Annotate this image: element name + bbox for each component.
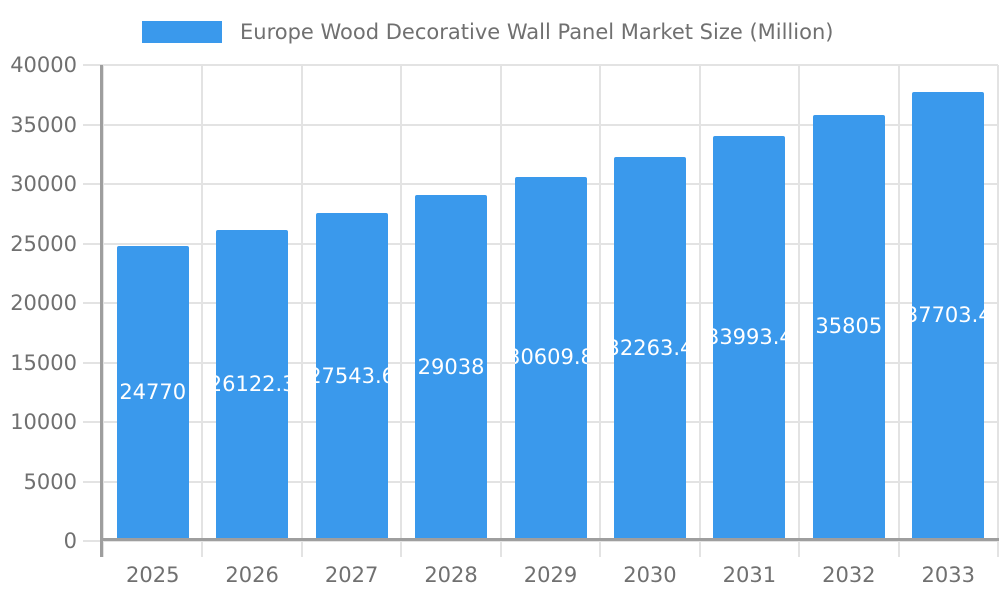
y-tick-label: 25000	[10, 231, 77, 256]
x-tick-label: 2028	[424, 563, 478, 587]
y-tick-label: 20000	[10, 291, 77, 315]
gridline-v	[798, 65, 801, 557]
gridline-v	[499, 65, 502, 557]
bar: 24770	[116, 246, 189, 538]
gridline-v	[201, 65, 204, 557]
x-tick-label: 2027	[324, 563, 379, 587]
bar: 37703.4	[912, 92, 985, 538]
gridline-v	[102, 65, 104, 557]
bar-value-label: 35805	[815, 314, 883, 339]
y-tick-label: 0	[63, 529, 77, 553]
legend-label: Europe Wood Decorative Wall Panel Market…	[240, 20, 834, 44]
bar-value-label: 24770	[119, 380, 187, 405]
gridline-h	[83, 540, 998, 542]
y-tick-label: 30000	[10, 172, 77, 196]
x-tick-label: 2026	[225, 563, 279, 587]
y-axis-line	[100, 65, 103, 557]
gridline-h	[83, 64, 998, 66]
gridline-v	[997, 65, 999, 557]
x-tick-label: 2031	[722, 563, 777, 587]
bar: 30609.8	[514, 176, 587, 538]
bar-value-label: 33993.4	[713, 325, 785, 350]
y-tick-label: 5000	[23, 469, 77, 494]
y-tick-label: 10000	[10, 410, 77, 434]
bar: 32263.4	[613, 157, 686, 538]
bar-value-label: 26122.3	[216, 372, 288, 397]
y-tick-label: 35000	[10, 112, 77, 137]
legend: Europe Wood Decorative Wall Panel Market…	[142, 21, 833, 43]
x-tick-label: 2029	[523, 563, 578, 587]
gridline-v	[300, 65, 303, 557]
bar: 29038	[415, 195, 488, 538]
bar-value-label: 30609.8	[515, 345, 587, 370]
legend-swatch	[142, 21, 222, 43]
gridline-v	[599, 65, 602, 557]
bar-value-label: 27543.6	[316, 363, 388, 388]
x-axis-line	[100, 538, 999, 541]
bar: 35805	[812, 114, 885, 538]
bar: 27543.6	[315, 213, 388, 538]
gridline-h	[83, 123, 998, 126]
bar: 26122.3	[216, 230, 289, 538]
gridline-v	[698, 65, 701, 557]
x-tick-label: 2033	[921, 563, 975, 587]
gridline-v	[897, 65, 900, 557]
bar-value-label: 29038	[417, 354, 485, 379]
y-tick-label: 40000	[10, 53, 77, 77]
bar-value-label: 32263.4	[614, 335, 686, 360]
x-tick-label: 2030	[623, 563, 677, 587]
bar-value-label: 37703.4	[912, 303, 984, 328]
bar: 33993.4	[713, 136, 786, 538]
x-tick-label: 2025	[125, 563, 180, 587]
gridline-v	[400, 65, 403, 557]
x-tick-label: 2032	[822, 563, 876, 587]
y-tick-label: 15000	[10, 350, 77, 375]
